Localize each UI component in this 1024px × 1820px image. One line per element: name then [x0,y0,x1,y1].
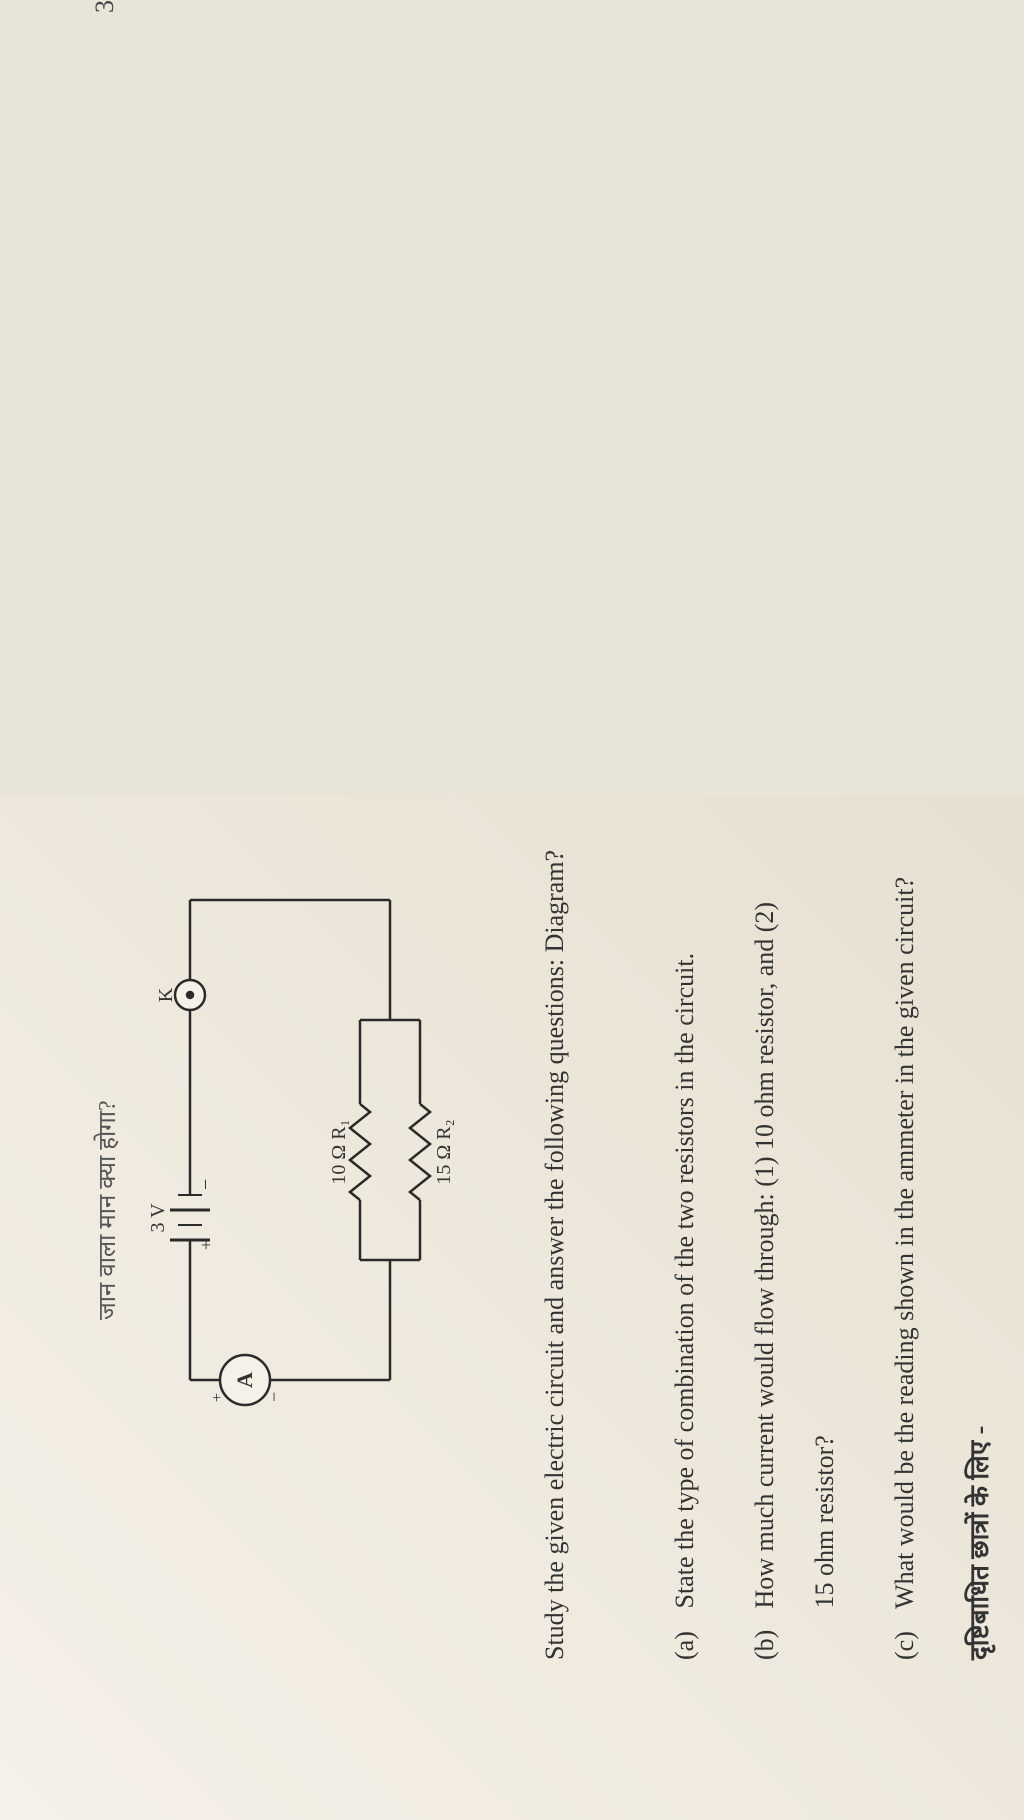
circuit-diagram: 3 V + − A + − K 10 Ω R₁ 15 Ω R₂ [150,840,490,1440]
question-part-a: (a) State the type of combination of the… [660,40,709,1660]
text-b2: 15 ohm resistor? [810,1435,839,1608]
marker-c: (c) [880,1615,929,1660]
battery-voltage-label: 3 V [150,1203,169,1233]
resistor-r2-label: 15 Ω R₂ [433,1119,455,1184]
text-a: State the type of combination of the two… [670,953,699,1609]
marker-a: (a) [660,1615,709,1660]
text-c: What would be the reading shown in the a… [890,877,919,1609]
ammeter-label: A [232,1372,257,1388]
battery-minus: − [195,1179,217,1190]
circuit-svg: 3 V + − A + − K 10 Ω R₁ 15 Ω R₂ [150,840,490,1440]
partial-header-text: जान वाला मान क्या होगा? [90,1100,123,1320]
question-part-b: (b) How much current would flow through:… [740,40,789,1660]
text-b: How much current would flow through: (1)… [750,902,779,1609]
question-part-b-line2: 15 ohm resistor? [800,40,849,1660]
question-main-text: Study the given electric circuit and ans… [530,40,579,1660]
question-number: 3 [90,0,120,13]
key-label: K [155,987,177,1002]
battery-plus: + [196,1240,216,1250]
ammeter-minus: − [264,1392,284,1402]
ammeter-plus: + [209,1393,226,1402]
resistor-r1-label: 10 Ω R₁ [328,1119,350,1184]
question-part-c: (c) What would be the reading shown in t… [880,40,929,1660]
bottom-hindi-text: दृष्टिबाधित छात्रों के लिए - [960,1426,996,1660]
marker-b: (b) [740,1615,789,1660]
